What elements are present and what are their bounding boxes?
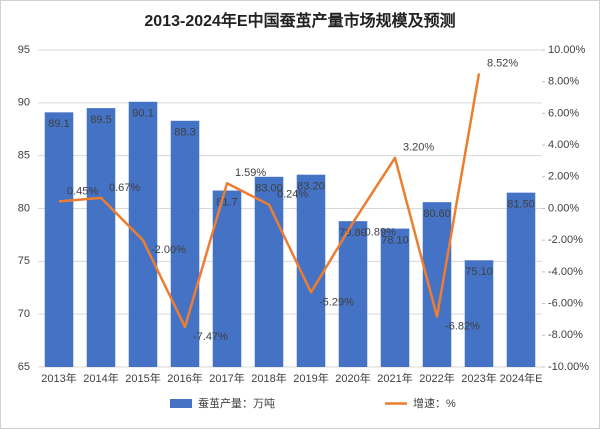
x-tick-label: 2022年 xyxy=(419,371,454,385)
y2-tick-label: 8.00% xyxy=(548,76,579,88)
bar xyxy=(506,192,536,367)
x-tick-label: 2023年 xyxy=(461,371,496,385)
bar-value-label: 83.20 xyxy=(297,181,325,193)
x-tick-label: 2013年 xyxy=(41,371,76,385)
line-value-label: 1.59% xyxy=(235,167,266,179)
line-value-label: 0.24% xyxy=(277,189,308,201)
legend-label: 增速：% xyxy=(413,396,456,410)
y-tick-label: 80 xyxy=(18,202,30,214)
x-tick-label: 2020年 xyxy=(335,371,370,385)
x-tick-label: 2015年 xyxy=(125,371,160,385)
x-tick-label: 2018年 xyxy=(251,371,286,385)
line-value-label: -5.29% xyxy=(319,296,354,308)
y2-tick-label: -6.00% xyxy=(548,298,583,310)
bar xyxy=(422,202,452,367)
bar-value-label: 89.5 xyxy=(90,114,111,126)
y-tick-label: 70 xyxy=(18,308,30,320)
line-value-label: 0.45% xyxy=(67,185,98,197)
line-value-label: 0.67% xyxy=(109,182,140,194)
bar-value-label: 75.10 xyxy=(465,266,493,278)
bar xyxy=(464,260,494,367)
line xyxy=(58,73,481,329)
bar xyxy=(338,221,368,367)
y2-tick-label: 10.00% xyxy=(548,44,586,56)
y-tick-label: 90 xyxy=(18,97,30,109)
line-value-label: 3.20% xyxy=(403,142,434,154)
y-tick-label: 95 xyxy=(18,44,30,56)
y2-tick-label: 6.00% xyxy=(548,107,579,119)
y2-tick-label: -10.00% xyxy=(548,361,589,373)
bar-value-label: 80.60 xyxy=(423,208,451,220)
bar-value-label: 81.50 xyxy=(507,199,535,211)
legend-label: 蚕茧产量：万吨 xyxy=(198,396,275,410)
line-value-label: 8.52% xyxy=(487,57,518,69)
y-tick-label: 75 xyxy=(18,255,30,267)
chart-title: 2013-2024年E中国蚕茧产量市场规模及预测 xyxy=(144,11,455,30)
x-tick-label: 2019年 xyxy=(293,371,328,385)
bar-value-label: 89.1 xyxy=(48,118,69,130)
x-tick-label: 2014年 xyxy=(83,371,118,385)
y2-tick-label: 0.00% xyxy=(548,202,579,214)
line-value-label: -2.00% xyxy=(151,244,186,256)
line-value-label: -6.82% xyxy=(445,321,480,333)
y-tick-label: 85 xyxy=(18,150,30,162)
bar xyxy=(128,101,158,367)
x-tick-label: 2021年 xyxy=(377,371,412,385)
bar-value-label: 83.00 xyxy=(255,183,283,195)
bar-value-label: 90.1 xyxy=(132,108,153,120)
line-value-label: -7.47% xyxy=(193,331,228,343)
bar xyxy=(380,228,410,367)
bar xyxy=(254,176,284,367)
bar-value-label: 88.3 xyxy=(174,127,195,139)
x-tick-label: 2017年 xyxy=(209,371,244,385)
y-tick-label: 65 xyxy=(18,361,30,373)
x-tick-label: 2016年 xyxy=(167,371,202,385)
y2-tick-label: 4.00% xyxy=(548,139,579,151)
y2-tick-label: -2.00% xyxy=(548,234,583,246)
bar-value-label: 78.10 xyxy=(381,234,409,246)
y2-tick-label: 2.00% xyxy=(548,171,579,183)
legend-swatch xyxy=(170,399,192,408)
bar xyxy=(86,108,116,367)
bar xyxy=(44,112,74,368)
y2-tick-label: -4.00% xyxy=(548,266,583,278)
y2-tick-label: -8.00% xyxy=(548,329,583,341)
x-tick-label: 2024年E xyxy=(500,371,543,385)
line-value-label: -0.89% xyxy=(361,227,396,239)
